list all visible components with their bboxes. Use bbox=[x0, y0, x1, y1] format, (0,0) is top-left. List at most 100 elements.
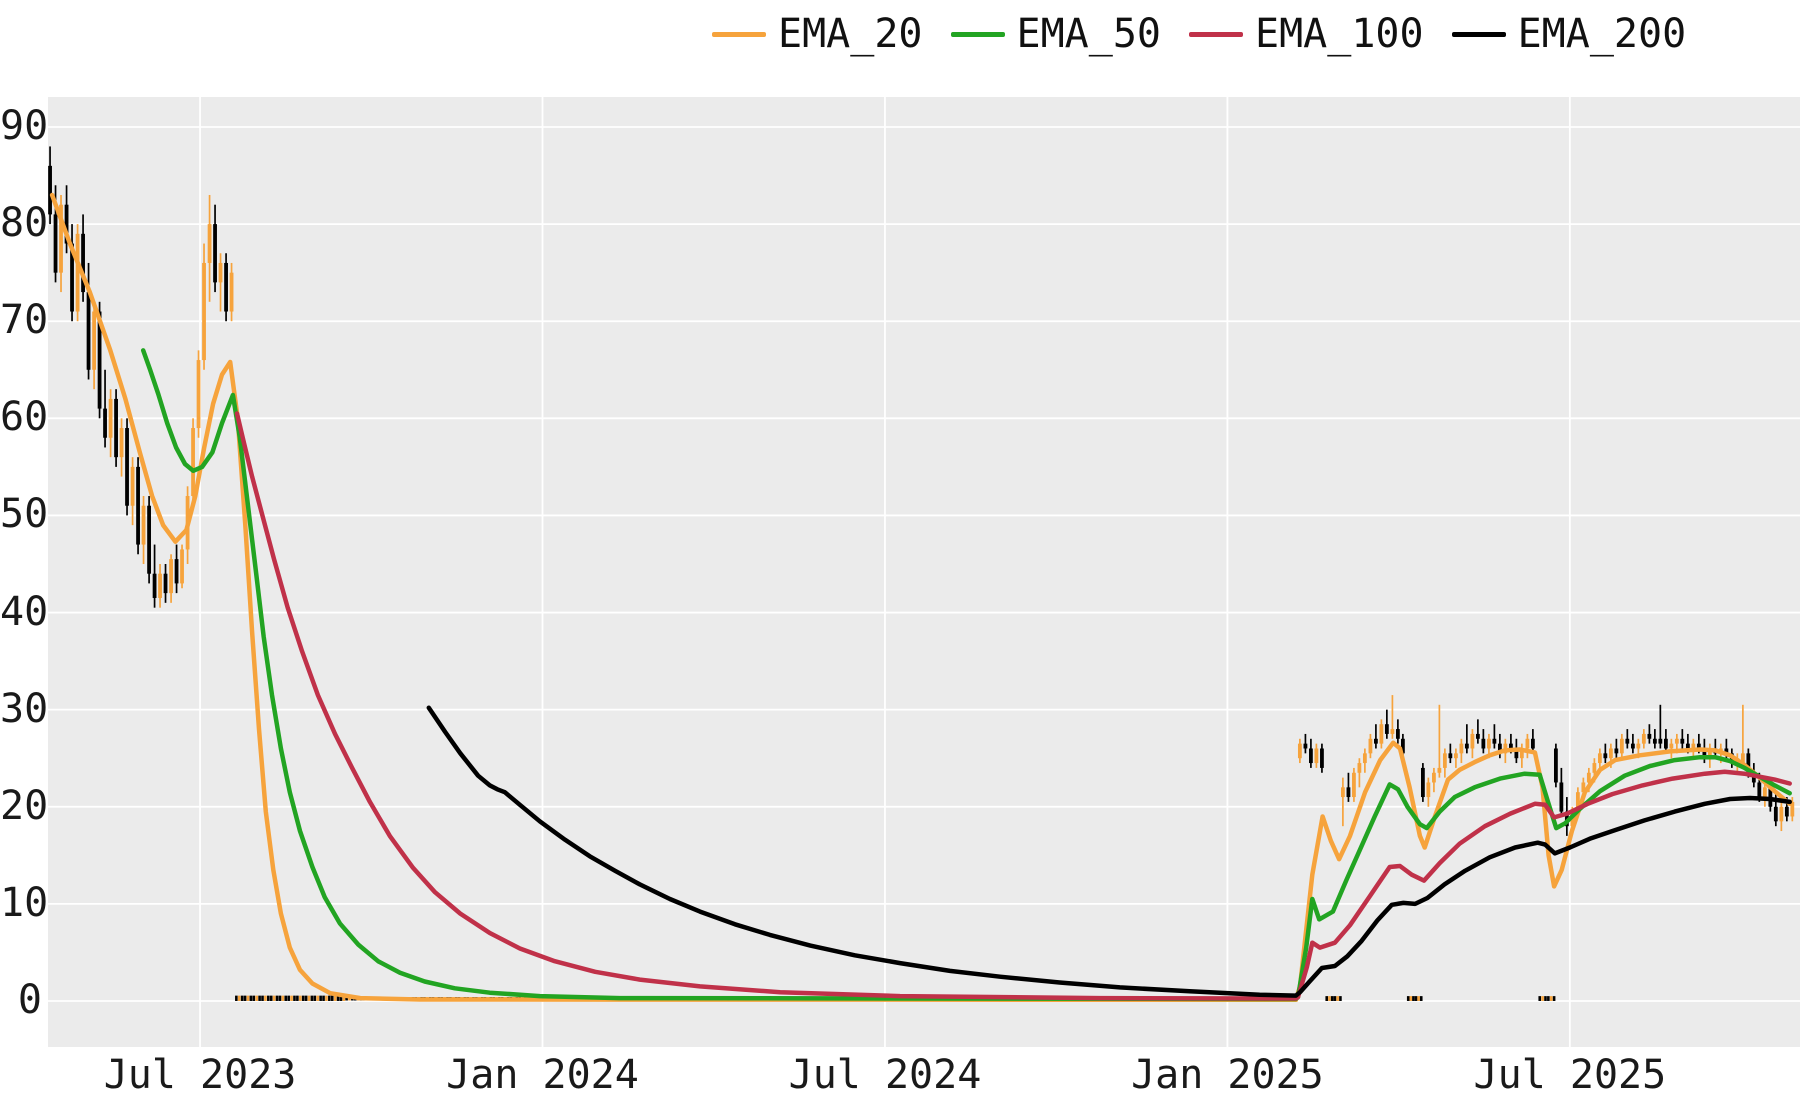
y-tick-label: 40 bbox=[0, 588, 49, 635]
zero-price-dash bbox=[328, 995, 331, 1001]
candle-body bbox=[1475, 733, 1480, 739]
candle-body bbox=[1454, 753, 1458, 759]
zero-price-dash bbox=[342, 995, 346, 1001]
candle-body bbox=[224, 262, 228, 312]
zero-price-dash bbox=[1325, 996, 1329, 1001]
x-tick-label: Jul 2025 bbox=[1473, 1052, 1667, 1098]
ema-100-line bbox=[234, 411, 1792, 1001]
ema-20-line bbox=[49, 192, 1792, 1003]
y-tick-label: 50 bbox=[0, 491, 49, 538]
candle-body bbox=[1779, 806, 1784, 822]
candle-body bbox=[1608, 748, 1613, 759]
zero-price-dash bbox=[267, 995, 270, 1001]
zero-price-dash bbox=[290, 995, 293, 1001]
candle-body bbox=[1674, 738, 1679, 744]
candle-body bbox=[108, 398, 113, 438]
zero-price-dash bbox=[1333, 996, 1337, 1001]
candle-body bbox=[97, 311, 102, 409]
candle-body bbox=[130, 466, 135, 506]
candle-body bbox=[1630, 743, 1635, 749]
candle-body bbox=[48, 165, 52, 215]
candle-body bbox=[180, 549, 184, 584]
candle-body bbox=[1636, 743, 1641, 749]
y-tick-label: 60 bbox=[0, 394, 49, 441]
zero-price-dash bbox=[1538, 996, 1542, 1001]
legend-label: EMA_50 bbox=[1016, 11, 1162, 57]
candle-body bbox=[1426, 782, 1431, 798]
candle-body bbox=[1481, 738, 1486, 749]
candle-body bbox=[1784, 806, 1789, 817]
candle-body bbox=[152, 573, 157, 598]
candle-body bbox=[1592, 763, 1597, 773]
zero-price-dash bbox=[1328, 996, 1331, 1001]
candle-body bbox=[1470, 733, 1475, 749]
candle-body bbox=[103, 408, 107, 438]
zero-price-dash bbox=[1336, 996, 1339, 1001]
candle-body bbox=[229, 272, 234, 312]
candle-body bbox=[1757, 782, 1762, 798]
candle-body bbox=[53, 214, 58, 273]
candle-body bbox=[92, 311, 96, 370]
candle-body bbox=[1559, 782, 1564, 812]
legend-item-ema-200: EMA_200 bbox=[1451, 14, 1686, 54]
y-tick-label: 20 bbox=[0, 782, 49, 829]
candle-body bbox=[1519, 748, 1524, 759]
zero-price-dash bbox=[301, 995, 305, 1001]
y-tick-label: 0 bbox=[17, 977, 42, 1024]
candle-body bbox=[1309, 748, 1313, 764]
candle-body bbox=[1374, 738, 1378, 744]
legend-line-swatch bbox=[712, 31, 766, 37]
candle-body bbox=[1586, 772, 1591, 783]
candle-body bbox=[125, 428, 129, 506]
candle-body bbox=[1357, 763, 1362, 773]
zero-price-dash bbox=[252, 995, 256, 1001]
zero-price-dash bbox=[345, 997, 348, 1001]
zero-price-dash bbox=[237, 995, 241, 1001]
legend-label: EMA_100 bbox=[1255, 11, 1424, 57]
candle-body bbox=[1663, 738, 1668, 749]
candle-body bbox=[1790, 801, 1795, 817]
candle-body bbox=[59, 204, 63, 273]
zero-price-dash bbox=[307, 995, 311, 1001]
zero-price-dash bbox=[261, 995, 264, 1001]
candle-body bbox=[163, 573, 168, 594]
candle-body bbox=[1384, 724, 1389, 734]
zero-price-dash bbox=[1406, 996, 1410, 1001]
candle-body bbox=[196, 360, 201, 429]
zero-price-dash bbox=[249, 995, 253, 1001]
candle-body bbox=[1432, 772, 1436, 783]
candle-body bbox=[1603, 753, 1608, 759]
zero-price-dash bbox=[333, 995, 337, 1001]
zero-price-dash bbox=[304, 995, 308, 1001]
candle-body bbox=[1459, 743, 1464, 754]
zero-price-dash bbox=[1414, 996, 1418, 1001]
candle-body bbox=[1553, 748, 1558, 783]
candle-body bbox=[1346, 787, 1351, 798]
legend-item-ema-50: EMA_50 bbox=[950, 11, 1162, 57]
zero-price-dash bbox=[246, 995, 250, 1001]
candle-body bbox=[1420, 767, 1425, 798]
candle-body bbox=[1575, 792, 1580, 812]
candle-body bbox=[1647, 733, 1652, 739]
candle-body bbox=[119, 428, 124, 458]
x-tick-label: Jul 2023 bbox=[103, 1052, 297, 1098]
zero-price-dash bbox=[258, 995, 261, 1001]
candle-body bbox=[1581, 782, 1586, 793]
candle-body bbox=[158, 573, 162, 598]
candle-body bbox=[147, 505, 151, 574]
zero-price-dash bbox=[281, 995, 285, 1001]
legend: EMA_20 EMA_50 EMA_100 EMA_200 bbox=[712, 14, 1686, 54]
candle-body bbox=[1508, 743, 1513, 749]
candle-body bbox=[1362, 753, 1367, 764]
zero-price-dash bbox=[1541, 996, 1544, 1001]
candle-body bbox=[1487, 738, 1491, 749]
candle-body bbox=[136, 466, 140, 545]
y-tick-label: 10 bbox=[0, 880, 49, 927]
candle-body bbox=[1400, 738, 1405, 754]
candle-body bbox=[1352, 772, 1356, 798]
candle-body bbox=[207, 224, 212, 263]
candle-body bbox=[1702, 748, 1707, 759]
candle-body bbox=[1464, 743, 1469, 749]
